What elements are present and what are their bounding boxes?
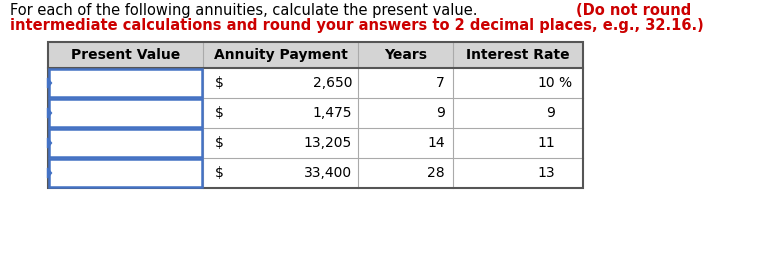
Bar	[49, 99, 202, 127]
Text: Interest Rate: Interest Rate	[466, 48, 570, 62]
Bar	[49, 129, 202, 157]
Text: Annuity Payment: Annuity Payment	[214, 48, 347, 62]
Text: 10: 10	[537, 76, 555, 90]
Polygon shape	[48, 168, 52, 178]
Polygon shape	[48, 78, 52, 88]
Text: 33,400: 33,400	[304, 166, 352, 180]
Text: intermediate calculations and round your answers to 2 decimal places, e.g., 32.1: intermediate calculations and round your…	[10, 18, 704, 33]
Text: Present Value: Present Value	[71, 48, 180, 62]
Text: 2,650: 2,650	[313, 76, 352, 90]
Text: Years: Years	[384, 48, 427, 62]
Text: 11: 11	[537, 136, 555, 150]
Bar	[48, 42, 583, 68]
Bar	[48, 98, 583, 128]
Bar	[49, 69, 202, 97]
Text: 13: 13	[537, 166, 555, 180]
Text: 7: 7	[436, 76, 445, 90]
Polygon shape	[48, 108, 52, 118]
Text: For each of the following annuities, calculate the present value.: For each of the following annuities, cal…	[10, 3, 482, 18]
Polygon shape	[48, 138, 52, 148]
Bar	[48, 158, 583, 188]
Bar	[48, 42, 583, 188]
Text: 28: 28	[428, 166, 445, 180]
Text: 13,205: 13,205	[303, 136, 352, 150]
Text: $: $	[215, 166, 224, 180]
Text: $: $	[215, 76, 224, 90]
Text: $: $	[215, 106, 224, 120]
Text: 9: 9	[546, 106, 555, 120]
Text: 9: 9	[436, 106, 445, 120]
Text: 14: 14	[428, 136, 445, 150]
Text: %: %	[558, 76, 571, 90]
Bar	[48, 128, 583, 158]
Bar	[49, 159, 202, 187]
Text: $: $	[215, 136, 224, 150]
Text: (Do not round: (Do not round	[577, 3, 692, 18]
Bar	[48, 68, 583, 98]
Text: 1,475: 1,475	[313, 106, 352, 120]
